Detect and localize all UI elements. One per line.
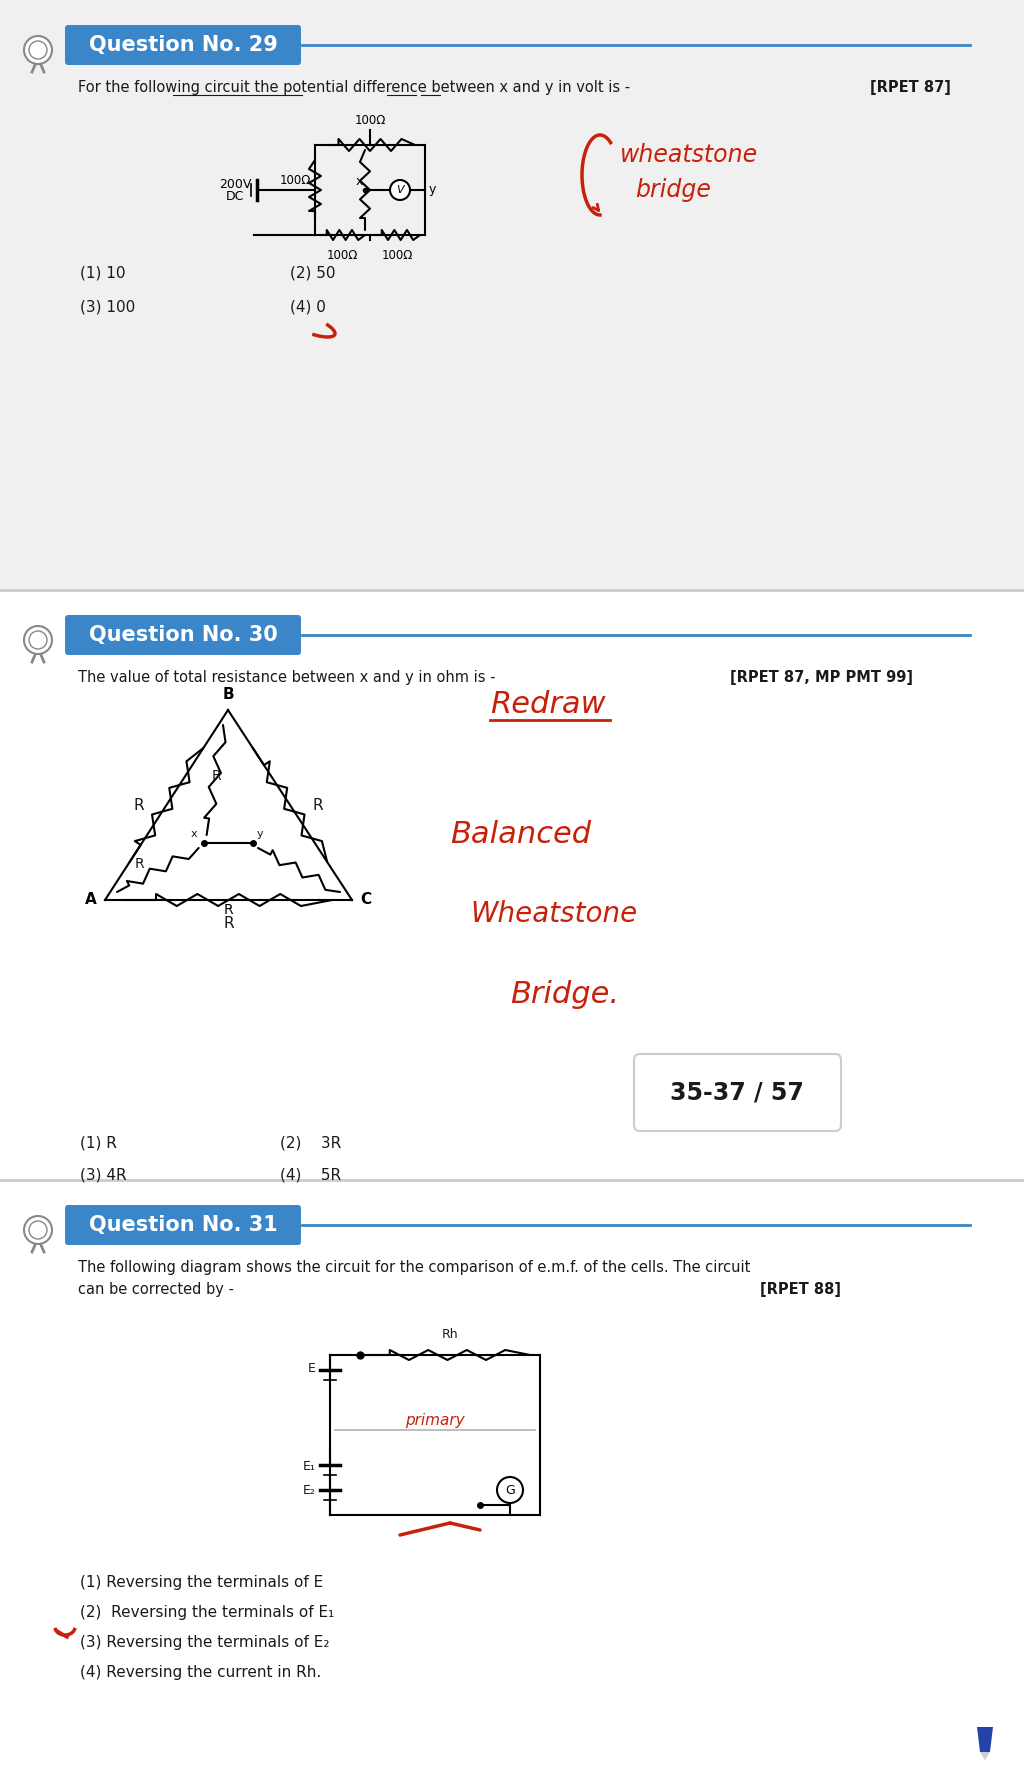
Text: Question No. 31: Question No. 31: [89, 1214, 278, 1235]
Text: R: R: [212, 770, 221, 784]
Text: wheatstone: wheatstone: [620, 143, 758, 166]
Text: 200V: 200V: [219, 177, 251, 191]
Text: bridge: bridge: [635, 179, 711, 202]
FancyBboxPatch shape: [65, 1205, 301, 1244]
Text: C: C: [360, 892, 371, 908]
Text: (4) 0: (4) 0: [290, 299, 326, 315]
Text: Rh: Rh: [441, 1328, 459, 1342]
Text: G: G: [505, 1483, 515, 1496]
Text: 100Ω: 100Ω: [382, 250, 414, 262]
Text: 100Ω: 100Ω: [354, 113, 386, 127]
Text: primary: primary: [406, 1412, 465, 1427]
Text: x: x: [355, 175, 362, 188]
Text: Question No. 30: Question No. 30: [89, 625, 278, 644]
Text: R: R: [135, 857, 144, 871]
Circle shape: [29, 41, 47, 58]
Text: R: R: [134, 798, 144, 812]
Text: R: R: [223, 903, 233, 917]
Text: V: V: [396, 186, 403, 195]
Text: The value of total resistance between x and y in ohm is -: The value of total resistance between x …: [78, 671, 496, 685]
Bar: [0, 1181, 1024, 1770]
Text: DC: DC: [226, 191, 244, 204]
Circle shape: [24, 35, 52, 64]
Text: can be corrected by -: can be corrected by -: [78, 1281, 233, 1297]
Bar: [0, 589, 1024, 1181]
Text: E₂: E₂: [303, 1485, 316, 1497]
Text: Redraw: Redraw: [490, 690, 605, 719]
Text: E: E: [308, 1363, 316, 1375]
Text: E₁: E₁: [303, 1460, 316, 1473]
Text: (1) 10: (1) 10: [80, 266, 126, 280]
Circle shape: [29, 630, 47, 650]
Circle shape: [497, 1476, 523, 1503]
Polygon shape: [977, 1728, 993, 1752]
Circle shape: [24, 1216, 52, 1244]
Text: [RPET 87]: [RPET 87]: [870, 80, 951, 96]
Text: Question No. 29: Question No. 29: [88, 35, 278, 55]
Text: B: B: [222, 687, 233, 703]
Text: (1) Reversing the terminals of E: (1) Reversing the terminals of E: [80, 1575, 324, 1589]
Text: A: A: [85, 892, 97, 908]
Text: (3) Reversing the terminals of E₂: (3) Reversing the terminals of E₂: [80, 1635, 330, 1650]
Text: Bridge.: Bridge.: [510, 981, 620, 1009]
Text: (2)    3R: (2) 3R: [280, 1135, 341, 1150]
Text: (2)  Reversing the terminals of E₁: (2) Reversing the terminals of E₁: [80, 1605, 334, 1620]
Text: y: y: [257, 828, 263, 839]
Text: 100Ω: 100Ω: [327, 250, 358, 262]
Polygon shape: [980, 1752, 990, 1759]
Text: x: x: [191, 828, 198, 839]
Text: [RPET 88]: [RPET 88]: [760, 1281, 841, 1297]
Text: [RPET 87, MP PMT 99]: [RPET 87, MP PMT 99]: [730, 671, 913, 685]
Circle shape: [24, 627, 52, 653]
Text: 35-37 / 57: 35-37 / 57: [670, 1081, 804, 1104]
Text: Balanced: Balanced: [450, 820, 591, 850]
Circle shape: [390, 181, 410, 200]
FancyBboxPatch shape: [65, 25, 301, 65]
Text: R: R: [312, 798, 323, 812]
Text: (1) R: (1) R: [80, 1135, 117, 1150]
Text: (3) 100: (3) 100: [80, 299, 135, 315]
Text: For the following circuit the potential difference between x and y in volt is -: For the following circuit the potential …: [78, 80, 630, 96]
Text: 100Ω: 100Ω: [280, 173, 311, 186]
Text: (4)    5R: (4) 5R: [280, 1166, 341, 1182]
Text: (2) 50: (2) 50: [290, 266, 336, 280]
Text: Wheatstone: Wheatstone: [470, 899, 637, 927]
Bar: [0, 0, 1024, 589]
Text: (4) Reversing the current in Rh.: (4) Reversing the current in Rh.: [80, 1666, 322, 1680]
FancyBboxPatch shape: [634, 1053, 841, 1131]
Text: R: R: [223, 917, 233, 931]
Text: (3) 4R: (3) 4R: [80, 1166, 127, 1182]
Circle shape: [29, 1221, 47, 1239]
Text: The following diagram shows the circuit for the comparison of e.m.f. of the cell: The following diagram shows the circuit …: [78, 1260, 751, 1274]
FancyBboxPatch shape: [65, 614, 301, 655]
Text: y: y: [429, 184, 436, 196]
